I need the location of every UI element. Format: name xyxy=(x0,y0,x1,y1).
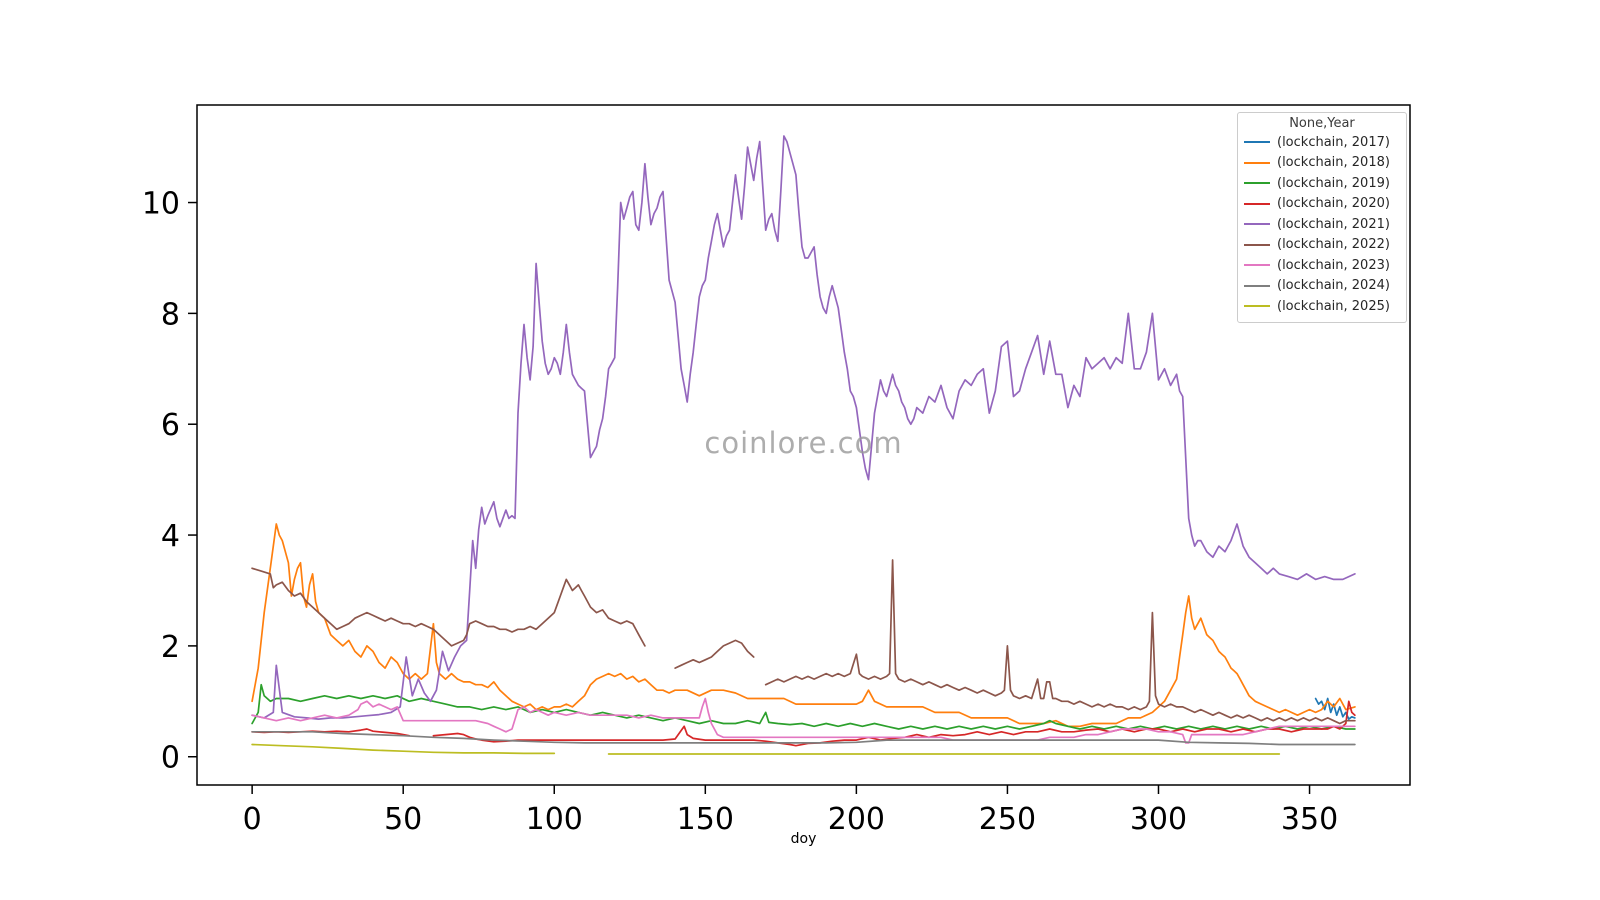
legend-swatch-2025 xyxy=(1244,305,1270,308)
legend-swatch-2024 xyxy=(1244,284,1270,287)
y-tick-label: 6 xyxy=(161,408,180,443)
x-tick-label: 350 xyxy=(1281,802,1338,837)
legend-label: (lockchain, 2020) xyxy=(1277,196,1390,212)
x-tick-label: 200 xyxy=(828,802,885,837)
legend-swatch-2019 xyxy=(1244,182,1270,185)
legend-swatch-2020 xyxy=(1244,202,1270,205)
y-tick-label: 8 xyxy=(161,297,180,332)
series-line-2022 xyxy=(674,639,755,669)
axes-frame xyxy=(196,104,1411,786)
legend-label: (lockchain, 2024) xyxy=(1277,278,1390,294)
series-line-2020 xyxy=(432,700,1356,747)
legend-label: (lockchain, 2023) xyxy=(1277,257,1390,273)
legend-entry-2021: (lockchain, 2021) xyxy=(1244,214,1400,235)
legend-label: (lockchain, 2025) xyxy=(1277,298,1390,314)
series-line-2022 xyxy=(764,559,1356,725)
y-tick-label: 2 xyxy=(161,630,180,665)
legend-label: (lockchain, 2019) xyxy=(1277,175,1390,191)
legend-swatch-2023 xyxy=(1244,264,1270,267)
legend-swatch-2017 xyxy=(1244,141,1270,144)
legend-label: (lockchain, 2022) xyxy=(1277,237,1390,253)
legend-entry-2019: (lockchain, 2019) xyxy=(1244,173,1400,194)
legend: None,Year (lockchain, 2017) (lockchain, 2… xyxy=(1237,112,1407,323)
y-tick-label: 4 xyxy=(161,519,180,554)
legend-label: (lockchain, 2018) xyxy=(1277,155,1390,171)
legend-swatch-2018 xyxy=(1244,161,1270,164)
y-tick-label: 0 xyxy=(161,741,180,776)
series-line-2022 xyxy=(251,567,646,647)
y-tick-label: 10 xyxy=(142,187,180,222)
series-line-2024 xyxy=(251,730,1356,746)
legend-label: (lockchain, 2017) xyxy=(1277,134,1390,150)
x-tick-label: 50 xyxy=(384,802,422,837)
series-line-2021 xyxy=(251,135,1356,720)
legend-entry-2018: (lockchain, 2018) xyxy=(1244,153,1400,174)
legend-entry-2024: (lockchain, 2024) xyxy=(1244,276,1400,297)
legend-entry-2017: (lockchain, 2017) xyxy=(1244,132,1400,153)
legend-swatch-2022 xyxy=(1244,243,1270,246)
series-line-2018 xyxy=(251,523,1356,728)
legend-entry-2023: (lockchain, 2023) xyxy=(1244,255,1400,276)
legend-entry-2020: (lockchain, 2020) xyxy=(1244,194,1400,215)
series-line-2019 xyxy=(251,683,1356,730)
legend-label: (lockchain, 2021) xyxy=(1277,216,1390,232)
x-tick-label: 300 xyxy=(1130,802,1187,837)
legend-title: None,Year xyxy=(1289,116,1355,131)
x-tick-label: 0 xyxy=(243,802,262,837)
x-tick-label: 250 xyxy=(979,802,1036,837)
series-line-2025 xyxy=(251,743,556,755)
legend-entry-2022: (lockchain, 2022) xyxy=(1244,235,1400,256)
legend-entry-2025: (lockchain, 2025) xyxy=(1244,296,1400,317)
x-tick-label: 150 xyxy=(677,802,734,837)
x-tick-label: 100 xyxy=(526,802,583,837)
x-axis-label: doy xyxy=(790,831,817,847)
series-line-2017 xyxy=(1314,697,1356,720)
legend-swatch-2021 xyxy=(1244,223,1270,226)
series-line-2023 xyxy=(251,697,1356,744)
